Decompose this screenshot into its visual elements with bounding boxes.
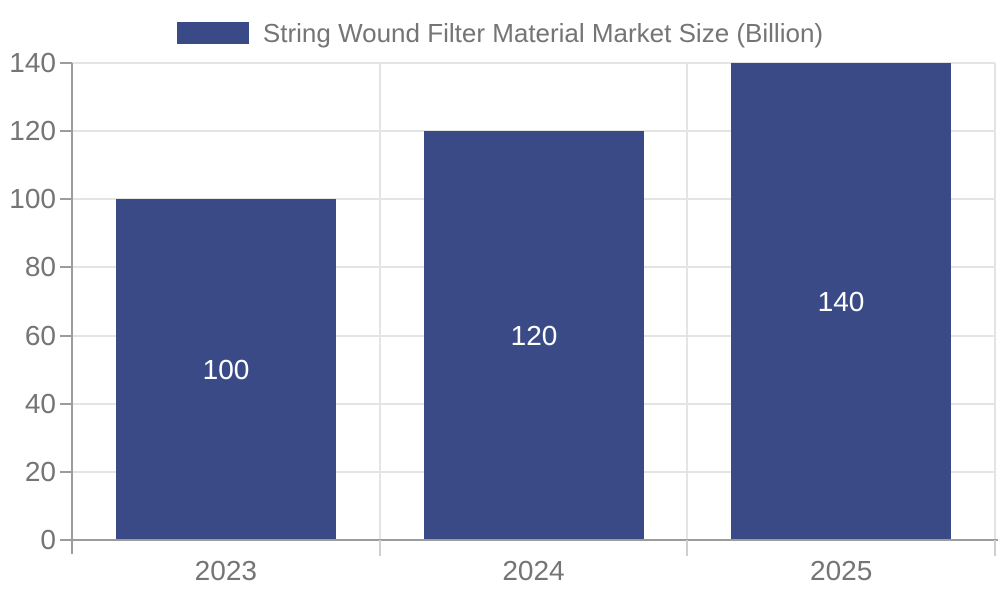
y-axis-tick-label: 100 (9, 183, 56, 215)
x-axis-line (60, 539, 998, 541)
y-axis-tick (60, 130, 72, 133)
y-axis-tick (60, 266, 72, 269)
y-axis-line (71, 63, 73, 554)
x-axis-tick (994, 540, 996, 556)
y-axis-tick-label: 20 (24, 455, 56, 487)
bar-2024: 120 (424, 131, 644, 540)
plot-area: 100 120 140 (72, 62, 996, 540)
x-axis-tick (686, 540, 689, 556)
x-axis-tick-label: 2024 (502, 555, 565, 586)
chart-legend: String Wound Filter Material Market Size… (0, 16, 1000, 50)
y-axis-tick (60, 402, 72, 405)
y-axis-tick-label: 80 (24, 251, 56, 283)
legend-swatch (176, 22, 249, 44)
y-axis-tick-label: 120 (9, 115, 56, 147)
y-grid-line (72, 62, 995, 64)
x-grid-line (994, 63, 996, 540)
bar-value-label: 100 (202, 353, 250, 385)
x-grid-line (378, 63, 381, 540)
bar-value-label: 140 (817, 285, 865, 317)
legend-label: String Wound Filter Material Market Size… (262, 17, 824, 48)
y-axis-tick-label: 140 (9, 47, 56, 78)
x-grid-line (686, 63, 689, 540)
y-axis-tick (60, 62, 72, 64)
y-axis-tick (60, 334, 72, 337)
y-axis-tick-label: 60 (24, 319, 56, 351)
y-axis-tick-label: 0 (40, 524, 56, 555)
y-grid-line (72, 130, 995, 133)
y-axis-tick-label: 40 (24, 387, 56, 419)
y-axis-tick (60, 198, 72, 201)
x-axis-tick-label: 2025 (810, 555, 873, 586)
y-axis-tick (60, 539, 72, 541)
bar-2023: 100 (116, 199, 336, 540)
x-axis-tick (378, 540, 381, 556)
bar-value-label: 120 (510, 319, 558, 351)
x-axis-tick-label: 2023 (194, 555, 257, 586)
y-axis-tick (60, 470, 72, 473)
bar-2025: 140 (731, 63, 951, 540)
